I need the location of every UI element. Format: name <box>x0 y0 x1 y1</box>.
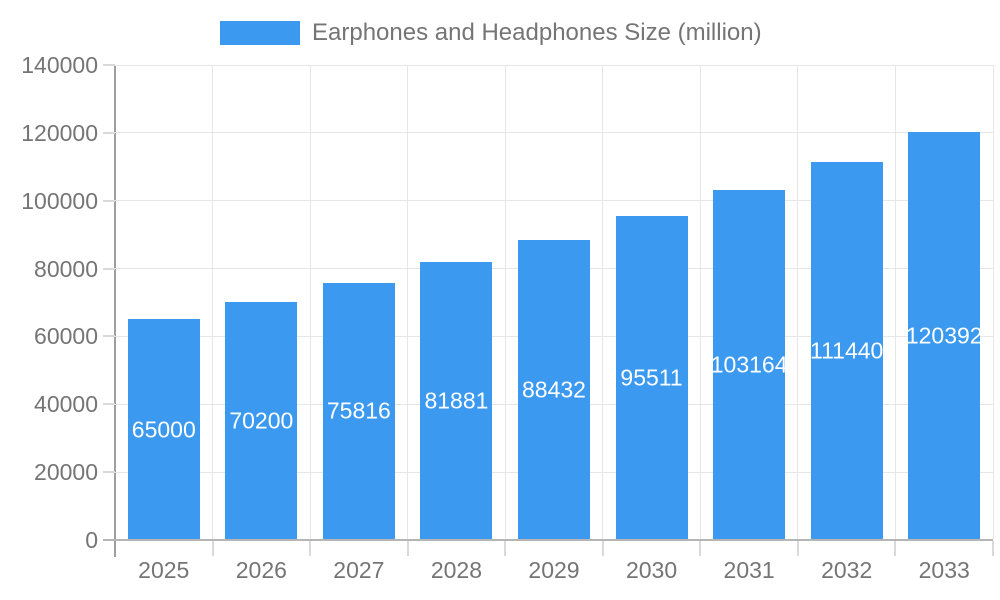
y-axis-tick <box>103 335 115 338</box>
x-axis-tick <box>406 541 409 556</box>
y-axis-tick <box>103 199 115 202</box>
bar[interactable] <box>615 215 688 540</box>
legend-swatch-icon <box>220 21 300 45</box>
y-axis-tick <box>103 471 115 474</box>
y-axis-tick <box>103 267 115 270</box>
x-axis-tick <box>796 541 799 556</box>
x-axis-tick <box>309 541 312 556</box>
bar[interactable] <box>518 239 590 540</box>
y-axis-label: 60000 <box>34 323 98 350</box>
x-axis-label: 2032 <box>821 557 873 583</box>
x-axis-baseline <box>103 539 993 541</box>
y-axis-label: 80000 <box>34 255 98 282</box>
bar[interactable] <box>127 319 200 540</box>
x-axis-label: 2027 <box>333 557 385 583</box>
bar[interactable] <box>908 131 981 540</box>
x-axis-label: 2026 <box>235 557 287 583</box>
x-gridline <box>407 65 409 540</box>
y-axis-line <box>114 65 116 557</box>
y-gridline <box>115 132 993 134</box>
bar[interactable] <box>713 189 786 540</box>
x-axis-label: 2031 <box>723 557 775 583</box>
y-axis-label: 100000 <box>21 187 98 214</box>
x-gridline <box>797 65 799 540</box>
x-axis-label: 2029 <box>528 557 580 583</box>
x-axis-tick <box>504 541 507 556</box>
x-axis-label: 2025 <box>138 557 190 583</box>
y-axis-tick <box>103 403 115 406</box>
x-gridline <box>699 65 701 540</box>
x-gridline <box>504 65 506 540</box>
legend-label: Earphones and Headphones Size (million) <box>312 19 762 46</box>
bar[interactable] <box>420 262 493 540</box>
x-axis-tick <box>211 541 214 556</box>
x-axis-tick <box>992 541 994 556</box>
y-axis-tick <box>103 131 115 134</box>
y-axis-label: 120000 <box>21 119 98 146</box>
y-gridline <box>115 200 993 202</box>
x-axis-tick <box>894 541 897 556</box>
y-axis-label: 140000 <box>21 52 98 78</box>
bar[interactable] <box>322 282 395 540</box>
x-axis-tick <box>699 541 702 556</box>
x-gridline <box>602 65 604 540</box>
x-gridline <box>212 65 214 540</box>
y-axis-label: 0 <box>85 527 98 553</box>
x-axis-label: 2030 <box>625 557 678 583</box>
x-gridline <box>309 65 311 540</box>
y-axis-tick <box>103 64 115 66</box>
y-axis-label: 20000 <box>34 459 98 486</box>
x-axis-tick <box>601 541 604 556</box>
plot-area: 65000 70200 75816 81881 88432 95511 103164 1114… <box>115 64 994 540</box>
y-gridline <box>115 64 993 66</box>
y-axis-label: 40000 <box>34 391 98 418</box>
bar[interactable] <box>810 161 883 540</box>
x-gridline <box>894 65 896 540</box>
chart-legend[interactable]: Earphones and Headphones Size (million) <box>220 19 762 47</box>
x-gridline <box>992 65 994 540</box>
x-axis-label: 2033 <box>918 557 970 583</box>
bar[interactable] <box>225 301 298 540</box>
x-axis-label: 2028 <box>430 557 483 583</box>
